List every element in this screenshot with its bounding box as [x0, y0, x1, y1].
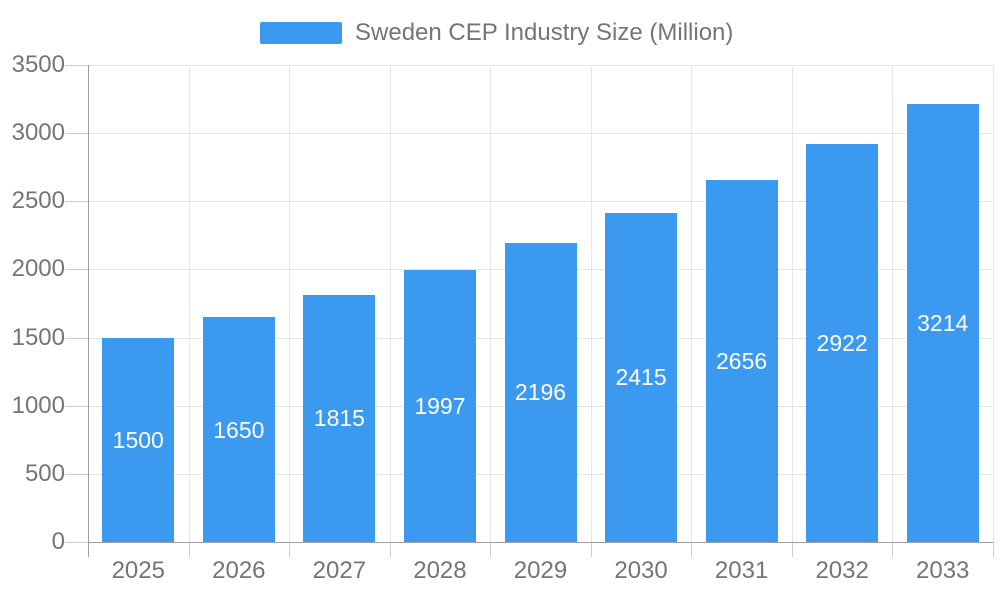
bar[interactable]: 2922 [806, 143, 879, 542]
legend-item[interactable]: Sweden CEP Industry Size (Million) [260, 21, 733, 45]
x-axis-tick [289, 542, 291, 557]
y-axis-label: 1500 [11, 323, 65, 351]
y-axis-label: 0 [51, 528, 65, 555]
plot-area: 0 500 1000 1500 2000 2500 3000 3500 1500 2025 1650… [12, 51, 994, 584]
x-axis-tick [490, 542, 492, 557]
bar[interactable]: 1650 [202, 317, 275, 542]
x-gridline [590, 65, 592, 542]
y-axis-tick [65, 405, 88, 407]
bar-value-label: 1997 [414, 392, 466, 419]
x-axis-tick [691, 542, 693, 557]
bar-value-label: 2196 [514, 379, 567, 406]
legend-swatch [260, 22, 342, 44]
y-gridline [88, 133, 993, 135]
bar-value-label: 2922 [816, 329, 868, 356]
bar-value-label: 3214 [917, 309, 969, 336]
x-axis-label: 2026 [212, 557, 266, 584]
x-axis-tick [892, 542, 894, 557]
x-gridline [791, 65, 793, 542]
y-axis-label: 3500 [11, 51, 65, 78]
legend-label: Sweden CEP Industry Size (Million) [355, 19, 734, 46]
bar[interactable]: 2196 [504, 242, 577, 542]
x-gridline [892, 65, 894, 542]
y-axis-label: 1000 [11, 391, 65, 419]
y-axis-label: 2500 [11, 187, 65, 215]
x-axis-tick [791, 542, 793, 557]
bar[interactable]: 3214 [906, 103, 979, 542]
bar[interactable]: 1500 [102, 337, 175, 542]
x-axis-label: 2032 [815, 557, 869, 584]
y-axis-label: 2000 [11, 255, 65, 283]
x-gridline [188, 65, 190, 542]
bar-value-label: 1815 [313, 405, 365, 432]
x-gridline [389, 65, 391, 542]
x-gridline [993, 65, 994, 542]
bar-value-label: 2415 [615, 364, 667, 391]
x-gridline [289, 65, 291, 542]
x-axis-label: 2031 [714, 557, 769, 584]
x-axis-tick [88, 542, 89, 557]
bar[interactable]: 1997 [403, 269, 476, 542]
x-axis-label: 2027 [312, 557, 367, 584]
x-axis-tick [389, 542, 391, 557]
bar[interactable]: 2415 [605, 212, 678, 542]
y-axis-tick [65, 473, 88, 475]
y-axis-tick [65, 201, 88, 203]
x-axis-tick [590, 542, 592, 557]
x-axis-label: 2033 [916, 557, 970, 584]
x-axis-label: 2030 [614, 557, 668, 584]
x-axis-tick [993, 542, 994, 557]
y-axis-label: 3000 [11, 119, 65, 147]
bar-value-label: 1500 [112, 426, 164, 453]
y-axis-tick [65, 269, 88, 271]
y-gridline [88, 65, 993, 66]
x-axis-tick [188, 542, 190, 557]
bar[interactable]: 1815 [303, 294, 376, 542]
y-axis-tick [65, 65, 88, 66]
x-axis-label: 2025 [111, 557, 165, 584]
x-gridline [691, 65, 693, 542]
bar-value-label: 2656 [716, 348, 768, 375]
y-axis-tick [65, 337, 88, 339]
x-gridline [88, 65, 89, 542]
x-axis-label: 2029 [513, 557, 568, 584]
y-axis-label: 500 [24, 459, 65, 487]
bar[interactable]: 2656 [705, 180, 778, 542]
bar-value-label: 1650 [213, 416, 265, 443]
y-axis-tick [65, 542, 88, 543]
x-axis-line [88, 542, 993, 543]
y-gridline [88, 201, 993, 203]
x-gridline [490, 65, 492, 542]
x-axis-label: 2028 [413, 557, 467, 584]
y-axis-tick [65, 133, 88, 135]
